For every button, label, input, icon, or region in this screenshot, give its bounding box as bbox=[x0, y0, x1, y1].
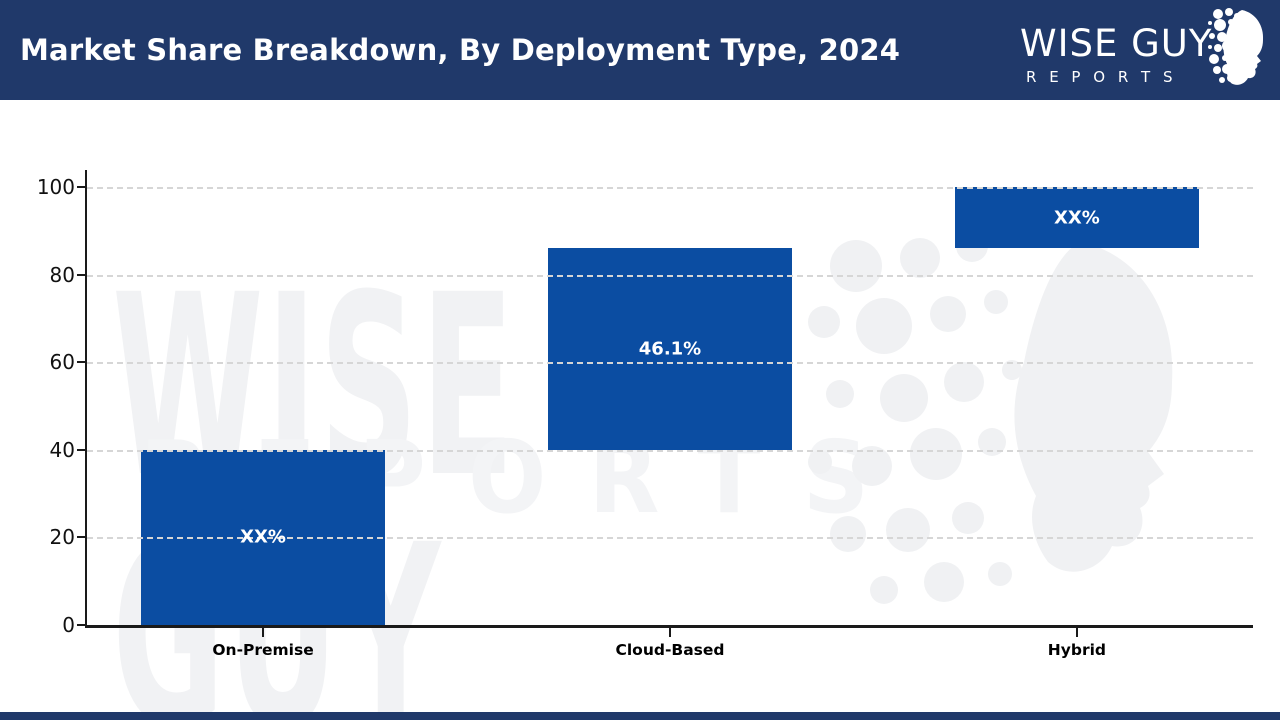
logo-graphic: WISE GUY R E P O R T S bbox=[1020, 8, 1264, 86]
footer-band bbox=[0, 712, 1280, 720]
y-axis-line bbox=[85, 170, 87, 628]
y-tick-mark bbox=[77, 624, 86, 626]
bar-segment bbox=[954, 187, 1199, 248]
y-tick-label: 100 bbox=[36, 175, 75, 200]
x-category-label: On-Premise bbox=[212, 641, 314, 659]
x-tick-mark bbox=[262, 628, 265, 637]
bar-value-label: XX% bbox=[240, 526, 286, 548]
y-tick-mark bbox=[77, 361, 86, 364]
y-tick-mark bbox=[77, 448, 86, 451]
y-tick-label: 0 bbox=[62, 613, 75, 637]
chart-title: Market Share Breakdown, By Deployment Ty… bbox=[20, 33, 901, 67]
bar-value-label: XX% bbox=[1054, 207, 1100, 228]
x-tick-mark bbox=[1075, 628, 1078, 637]
logo-text-reports: R E P O R T S bbox=[1026, 68, 1176, 86]
plot-area: XX% 46.1% XX% bbox=[87, 170, 1253, 625]
bar-segment bbox=[547, 247, 792, 450]
y-tick-label: 80 bbox=[49, 262, 75, 287]
y-tick-label: 40 bbox=[49, 437, 75, 462]
gridline bbox=[87, 187, 1253, 190]
x-category-label: Cloud-Based bbox=[615, 641, 725, 659]
header-band: Market Share Breakdown, By Deployment Ty… bbox=[0, 0, 1280, 100]
y-tick-mark bbox=[77, 536, 86, 539]
gridline bbox=[87, 362, 1253, 365]
bar-value-label: 46.1% bbox=[638, 338, 702, 360]
y-tick-mark bbox=[77, 273, 86, 276]
gridline bbox=[87, 449, 1253, 452]
gridline bbox=[87, 537, 1253, 540]
gridline bbox=[87, 274, 1253, 277]
wise-guy-reports-logo: WISE GUY R E P O R T S bbox=[1018, 6, 1266, 96]
x-tick-mark bbox=[669, 628, 671, 637]
y-tick-label: 20 bbox=[49, 525, 75, 550]
x-category-label: Hybrid bbox=[1047, 641, 1107, 659]
y-tick-label: 60 bbox=[49, 350, 75, 375]
y-tick-mark bbox=[77, 186, 86, 189]
logo-text-wise-guy: WISE GUY bbox=[1020, 22, 1212, 65]
logo-head-icon bbox=[1208, 8, 1264, 85]
x-axis-line bbox=[85, 625, 1253, 628]
